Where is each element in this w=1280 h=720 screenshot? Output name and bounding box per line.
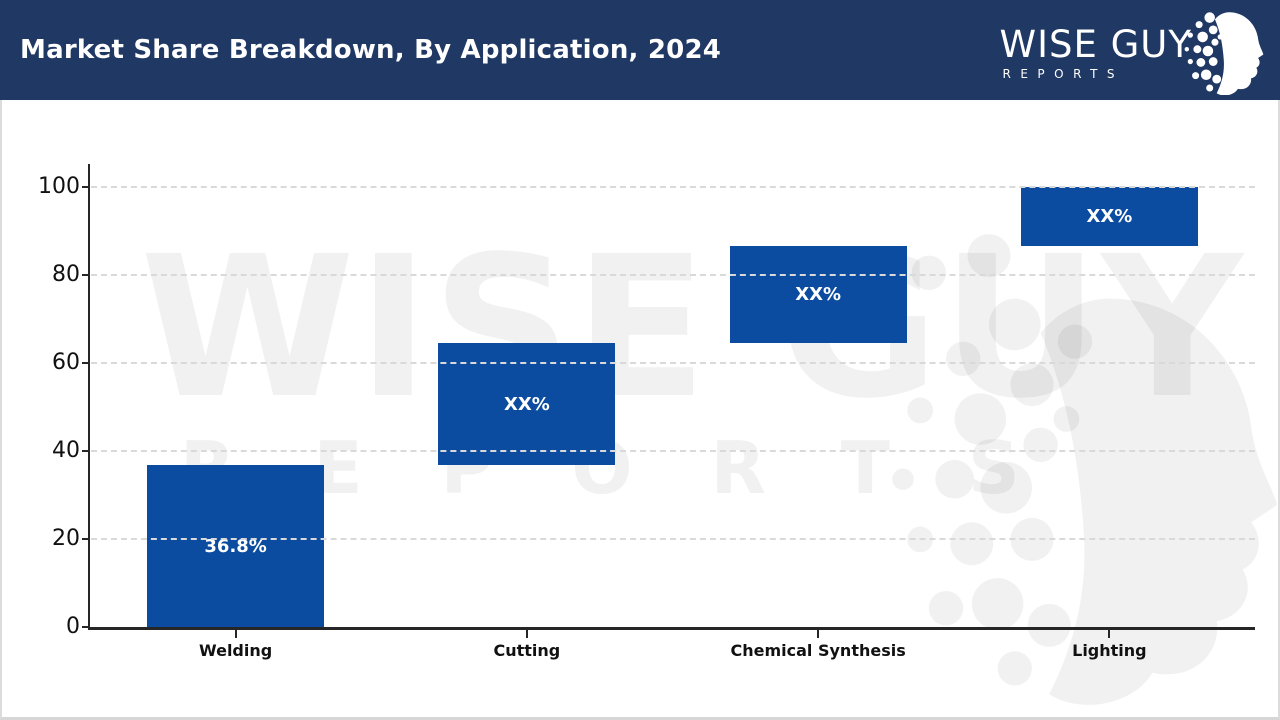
y-tick-label: 80 [52,262,80,287]
wise-guy-reports-logo: WISE GUY REPORTS [1000,7,1266,99]
y-tick-mark [82,186,90,188]
x-category-label: Cutting [493,641,561,660]
plot-area: 0 20 40 60 80 100 36.8% Welding XX% Cutting XX% Che… [2,100,1278,717]
chart-canvas: WISE GUY REPORTS 0 20 40 60 80 100 36.8% Weldin… [0,100,1280,720]
bar-value-label: XX% [503,393,550,415]
x-tick-mark [234,630,237,638]
y-tick-mark [82,450,90,452]
bar-value-label: 36.8% [204,535,267,557]
y-axis-line [88,164,90,630]
gridline-20 [91,538,1255,540]
bar-chemical-synthesis: XX% [729,245,907,344]
gridline-80 [91,274,1255,276]
x-category-label: Lighting [1072,641,1147,660]
x-tick-mark [525,630,528,638]
x-category-label: Welding [199,641,273,660]
y-tick-mark [82,274,90,276]
x-axis-line [88,627,1255,630]
bar-lighting: XX% [1020,187,1198,246]
y-tick-label: 20 [52,526,80,551]
y-tick-label: 60 [52,350,80,375]
y-tick-label: 40 [52,438,80,463]
y-tick-label: 100 [38,174,80,199]
gridline-60 [91,362,1255,364]
y-tick-label: 0 [66,614,80,639]
bar-welding: 36.8% [147,465,325,627]
logo-text: WISE GUY REPORTS [1000,26,1192,81]
bar-value-label: XX% [795,284,842,306]
bar-value-label: XX% [1086,205,1133,227]
y-tick-mark [82,538,90,540]
x-category-label: Chemical Synthesis [730,641,906,660]
x-tick-mark [817,630,820,638]
header-bar: Market Share Breakdown, By Application, … [0,0,1280,100]
logo-subtitle: REPORTS [1002,66,1125,81]
logo-wordmark: WISE GUY [999,22,1192,66]
x-tick-mark [1108,630,1111,638]
gridline-100 [91,186,1255,188]
y-tick-mark [82,626,90,628]
logo-head-icon [1178,7,1266,99]
gridline-40 [91,450,1255,452]
page-title: Market Share Breakdown, By Application, … [20,35,722,65]
y-tick-mark [82,362,90,364]
